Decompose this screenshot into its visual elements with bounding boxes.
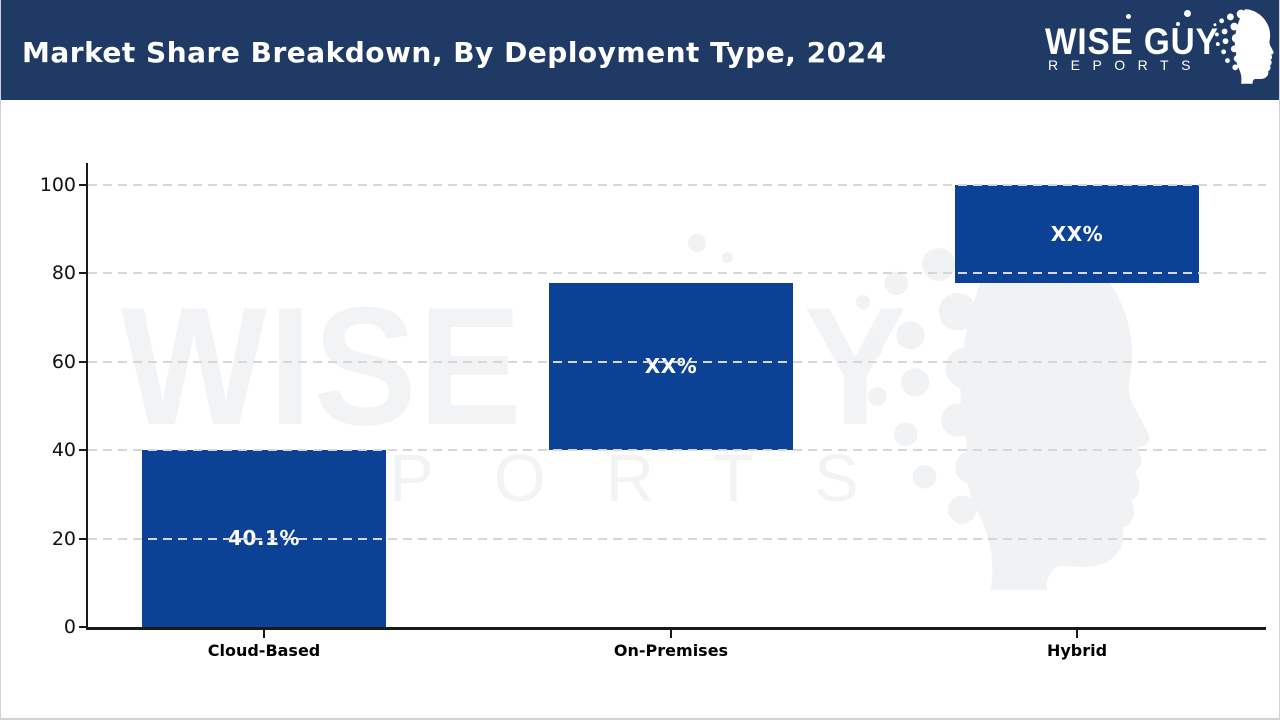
y-tick-mark bbox=[79, 360, 86, 363]
y-tick-label-0: 0 bbox=[63, 616, 76, 638]
gridline-100 bbox=[88, 183, 1266, 186]
y-tick-mark bbox=[79, 537, 86, 540]
bar-value-label: XX% bbox=[644, 354, 698, 379]
y-tick-mark bbox=[79, 449, 86, 451]
x-axis-line bbox=[86, 627, 1266, 630]
x-axis-label-cloud-based: Cloud-Based bbox=[207, 641, 321, 660]
gridline-60 bbox=[88, 360, 1266, 363]
y-tick-label-60: 60 bbox=[51, 350, 76, 373]
x-axis-label-hybrid: Hybrid bbox=[1046, 641, 1108, 660]
y-tick-label-100: 100 bbox=[39, 173, 76, 196]
bar-on-premises: XX% bbox=[549, 282, 793, 450]
y-tick-label-80: 80 bbox=[51, 262, 76, 284]
header-banner: Market Share Breakdown, By Deployment Ty… bbox=[0, 0, 1280, 100]
gridline-20 bbox=[88, 537, 1266, 540]
logo-dot bbox=[1126, 14, 1131, 19]
y-tick-mark bbox=[79, 183, 86, 186]
x-tick-mark bbox=[1076, 630, 1078, 638]
brand-logo: WISE GUY REPORTS bbox=[1040, 0, 1280, 100]
gridline-40 bbox=[88, 449, 1266, 451]
gridline-80 bbox=[88, 272, 1266, 274]
y-tick-mark bbox=[79, 626, 86, 628]
y-tick-label-20: 20 bbox=[51, 527, 76, 550]
watermark-dot bbox=[722, 252, 733, 263]
x-axis-label-on-premises: On-Premises bbox=[613, 641, 729, 660]
logo-dot bbox=[1176, 22, 1180, 26]
y-tick-mark bbox=[79, 272, 86, 274]
logo-dot bbox=[1184, 10, 1191, 17]
bar-hybrid: XX% bbox=[955, 184, 1199, 283]
y-axis-line bbox=[86, 163, 88, 630]
x-tick-mark bbox=[263, 630, 265, 638]
watermark-dot bbox=[688, 234, 706, 252]
logo-head-icon bbox=[1213, 9, 1274, 84]
y-tick-label-40: 40 bbox=[51, 439, 76, 461]
page-title: Market Share Breakdown, By Deployment Ty… bbox=[22, 36, 887, 69]
x-tick-mark bbox=[670, 630, 672, 638]
logo-wordmark: WISE GUY bbox=[1045, 21, 1219, 62]
logo-reports-label: REPORTS bbox=[1048, 57, 1203, 73]
bar-value-label: XX% bbox=[1050, 221, 1104, 246]
